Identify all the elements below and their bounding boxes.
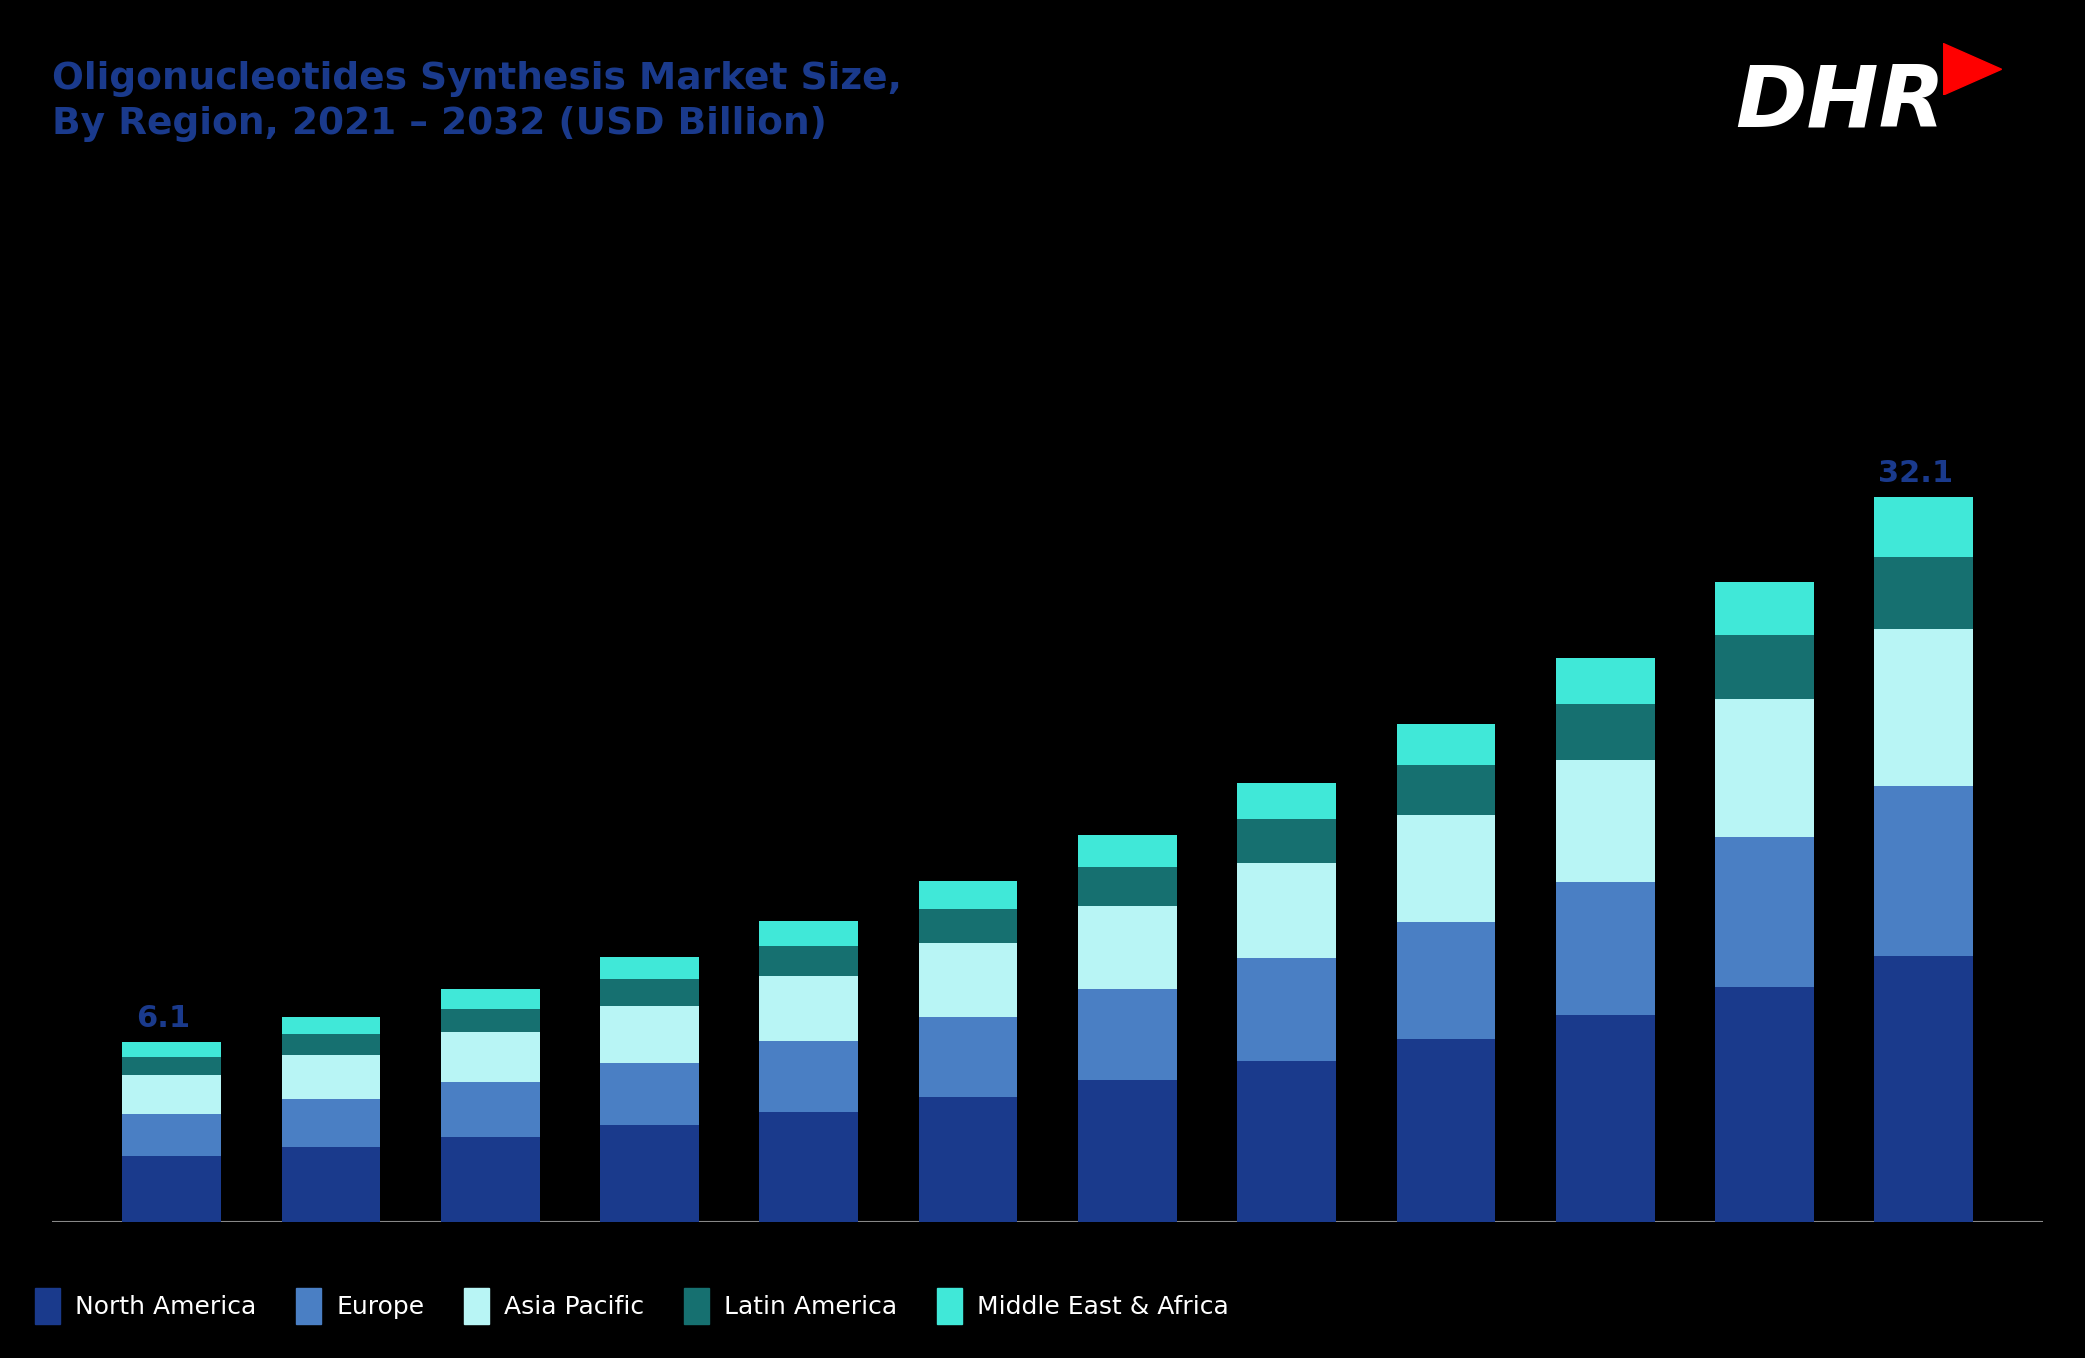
Bar: [919, 1017, 1017, 1097]
Bar: [1555, 705, 1655, 760]
Bar: [440, 1137, 540, 1222]
Bar: [1236, 862, 1336, 957]
Legend: North America, Europe, Asia Pacific, Latin America, Middle East & Africa: North America, Europe, Asia Pacific, Lat…: [25, 1278, 1238, 1334]
Bar: [600, 957, 698, 979]
Bar: [919, 942, 1017, 1017]
Bar: [1874, 956, 1972, 1222]
Bar: [919, 881, 1017, 909]
Bar: [600, 1124, 698, 1222]
Bar: [123, 1076, 221, 1114]
Bar: [1397, 724, 1495, 766]
Bar: [440, 990, 540, 1009]
Bar: [440, 1032, 540, 1082]
Bar: [1078, 989, 1176, 1080]
Bar: [600, 979, 698, 1006]
Bar: [759, 922, 859, 947]
Bar: [759, 947, 859, 976]
Bar: [1397, 815, 1495, 922]
Bar: [1555, 883, 1655, 1014]
Bar: [281, 1035, 379, 1055]
Bar: [123, 1043, 221, 1058]
Bar: [1555, 1014, 1655, 1222]
Bar: [759, 976, 859, 1042]
Text: By Region, 2021 – 2032 (USD Billion): By Region, 2021 – 2032 (USD Billion): [52, 106, 828, 143]
Bar: [600, 1006, 698, 1063]
Bar: [1078, 835, 1176, 868]
Bar: [759, 1042, 859, 1112]
Bar: [919, 1097, 1017, 1222]
Bar: [440, 1009, 540, 1032]
Bar: [1716, 837, 1814, 987]
Bar: [1397, 922, 1495, 1039]
Bar: [1397, 1039, 1495, 1222]
Bar: [1716, 699, 1814, 837]
Bar: [1874, 497, 1972, 557]
Bar: [1716, 583, 1814, 636]
Bar: [123, 1114, 221, 1156]
Bar: [281, 1017, 379, 1035]
Bar: [759, 1112, 859, 1222]
Bar: [1078, 906, 1176, 989]
Bar: [1716, 987, 1814, 1222]
Bar: [1874, 557, 1972, 629]
Text: 32.1: 32.1: [1879, 459, 1954, 489]
Bar: [440, 1082, 540, 1137]
Text: 6.1: 6.1: [138, 1005, 190, 1033]
Bar: [1236, 1061, 1336, 1222]
Bar: [919, 909, 1017, 942]
Bar: [123, 1058, 221, 1076]
Bar: [1236, 957, 1336, 1061]
Bar: [1397, 766, 1495, 815]
Text: DHR: DHR: [1735, 61, 1945, 144]
Polygon shape: [1943, 43, 2002, 95]
Bar: [123, 1156, 221, 1222]
Bar: [1236, 784, 1336, 819]
Text: Oligonucleotides Synthesis Market Size,: Oligonucleotides Synthesis Market Size,: [52, 61, 903, 98]
Bar: [1078, 868, 1176, 906]
Bar: [281, 1148, 379, 1222]
Bar: [1078, 1080, 1176, 1222]
Bar: [1874, 629, 1972, 785]
Bar: [1555, 657, 1655, 705]
Bar: [1874, 785, 1972, 956]
Bar: [600, 1063, 698, 1124]
Bar: [1716, 636, 1814, 699]
Bar: [281, 1055, 379, 1099]
Bar: [1555, 760, 1655, 883]
Bar: [281, 1099, 379, 1148]
Bar: [1236, 819, 1336, 862]
